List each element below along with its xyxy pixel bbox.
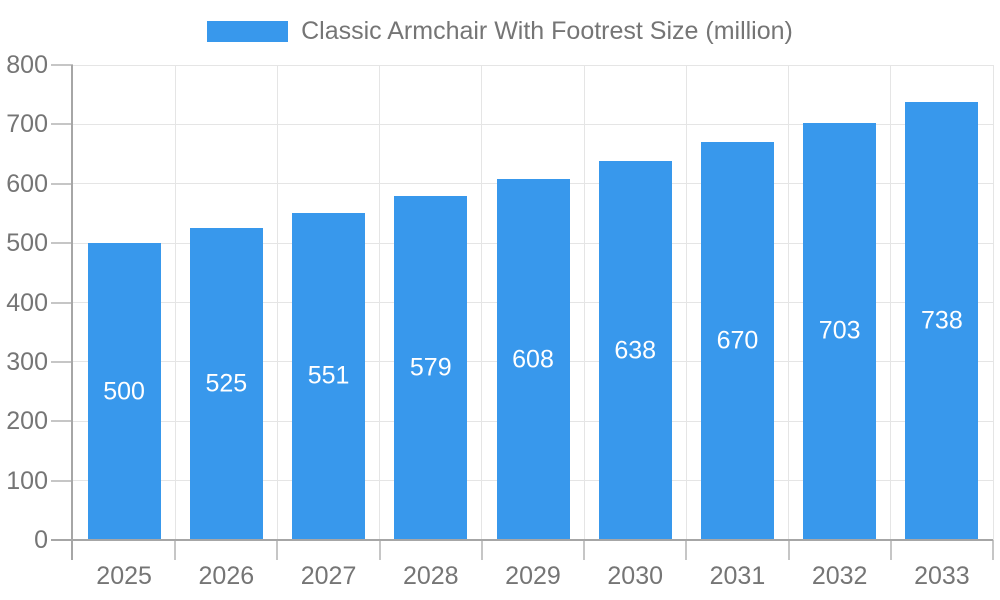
x-gridline — [276, 65, 278, 540]
y-gridline — [73, 64, 993, 66]
x-axis-tick — [685, 540, 688, 560]
x-axis-label: 2028 — [402, 562, 459, 590]
x-axis-label: 2029 — [505, 562, 561, 590]
bar-value-label: 608 — [512, 345, 554, 373]
bar[interactable]: 703 — [803, 122, 877, 540]
y-axis-tick — [51, 479, 73, 482]
y-axis-tick — [51, 64, 73, 66]
x-gridline — [379, 65, 381, 540]
x-gridline — [481, 65, 483, 540]
x-axis-label: 2027 — [300, 562, 357, 590]
y-axis-label: 700 — [6, 110, 48, 139]
bar[interactable]: 608 — [496, 179, 570, 540]
x-axis-label: 2031 — [709, 562, 766, 590]
bar-value-label: 703 — [818, 316, 861, 345]
y-axis-line — [71, 65, 73, 560]
x-axis-label: 2032 — [811, 562, 868, 590]
x-gridline — [174, 65, 176, 540]
x-axis-tick — [992, 540, 994, 560]
x-axis-label: 2030 — [607, 562, 664, 590]
x-axis-label: 2026 — [198, 562, 255, 590]
y-axis-label: 0 — [34, 526, 48, 554]
x-axis-tick — [378, 540, 381, 560]
x-axis-tick — [174, 540, 177, 560]
x-axis-label: 2025 — [96, 562, 152, 590]
bar[interactable]: 579 — [394, 196, 468, 540]
y-axis-tick — [51, 123, 73, 126]
bar[interactable]: 551 — [292, 212, 366, 540]
x-axis-tick — [583, 540, 586, 560]
bar[interactable]: 670 — [700, 142, 774, 540]
x-gridline — [992, 65, 994, 540]
y-axis-label: 100 — [6, 466, 48, 495]
y-axis-label: 600 — [6, 169, 48, 198]
bar[interactable]: 738 — [905, 101, 979, 540]
y-gridline — [73, 123, 993, 125]
legend-swatch[interactable] — [207, 20, 289, 42]
x-gridline — [890, 65, 892, 540]
x-axis-tick — [276, 540, 279, 560]
x-gridline — [788, 65, 790, 540]
x-axis-tick — [480, 540, 483, 560]
bar-value-label: 551 — [307, 361, 350, 390]
y-axis-tick — [51, 420, 73, 423]
y-axis-label: 200 — [6, 407, 48, 436]
y-axis-label: 400 — [6, 288, 48, 317]
bar[interactable]: 525 — [189, 228, 263, 540]
legend: Classic Armchair With Footrest Size (mil… — [0, 17, 1000, 45]
bar-value-label: 670 — [716, 326, 759, 355]
y-axis-tick — [51, 242, 73, 245]
y-axis-tick — [51, 182, 73, 185]
x-axis-tick — [889, 540, 892, 560]
bar[interactable]: 500 — [87, 243, 161, 540]
plot-area: 0 100 200 300 400 500 600 700 800 500 525 551 579 608… — [6, 52, 994, 590]
y-axis-tick — [51, 301, 73, 304]
y-axis-label: 500 — [6, 229, 48, 258]
y-axis-label: 300 — [6, 347, 48, 376]
bar-value-label: 738 — [921, 306, 963, 335]
bar-value-label: 500 — [103, 377, 145, 406]
y-axis-tick — [51, 360, 73, 363]
bar-value-label: 579 — [409, 353, 452, 382]
y-axis-label: 800 — [6, 51, 48, 79]
x-axis-tick — [787, 540, 790, 560]
x-axis-line — [51, 539, 993, 541]
legend-label[interactable]: Classic Armchair With Footrest Size (mil… — [301, 17, 793, 45]
bar-value-label: 525 — [205, 369, 248, 398]
x-gridline — [685, 65, 687, 540]
x-gridline — [583, 65, 585, 540]
bar-value-label: 638 — [614, 336, 657, 365]
x-axis-label: 2033 — [914, 562, 970, 590]
bar[interactable]: 638 — [598, 161, 672, 540]
